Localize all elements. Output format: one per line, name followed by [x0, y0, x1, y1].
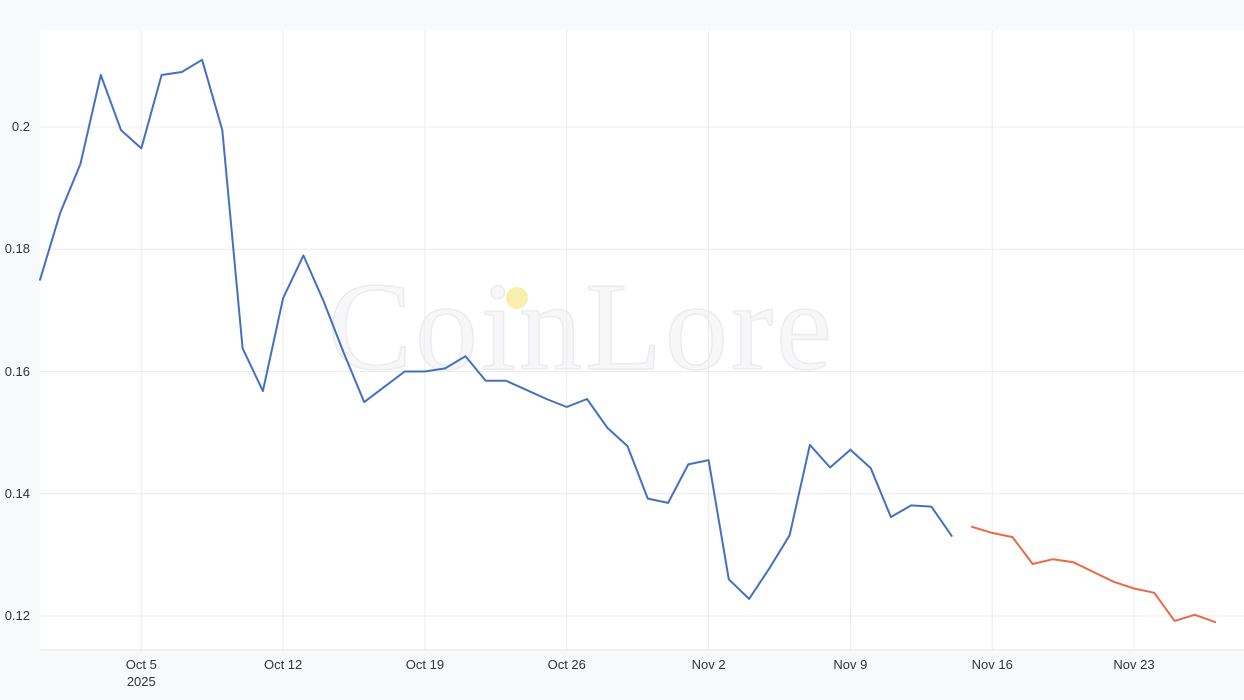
x-tick-label: Nov 23	[1089, 656, 1179, 673]
y-tick-label: 0.14	[4, 485, 30, 501]
y-tick-label: 0.12	[4, 608, 30, 623]
x-tick-date: Oct 5	[125, 657, 157, 672]
x-tick-label: Nov 9	[805, 656, 895, 673]
price-forecast-line	[971, 525, 1217, 624]
x-tick-date: Nov 9	[833, 657, 868, 672]
y-tick-label: 0.18	[4, 241, 30, 257]
x-tick-date: Nov 2	[691, 657, 726, 672]
x-tick-date: Nov 23	[1113, 657, 1155, 672]
x-tick-label: Oct 26	[522, 656, 612, 673]
x-tick-date: Oct 12	[263, 657, 303, 672]
x-tick-label: Oct 12	[238, 656, 328, 673]
x-tick-label: Nov 2	[664, 656, 754, 673]
watermark-dot-icon	[506, 287, 528, 309]
price-history-line	[39, 58, 953, 600]
x-tick-date: Oct 19	[405, 657, 445, 672]
x-tick-date: Oct 26	[547, 657, 586, 672]
x-tick-date: Nov 16	[971, 657, 1013, 672]
x-tick-label: Oct 19	[380, 656, 470, 673]
plot-background	[40, 30, 1244, 650]
y-tick-label: 0.2	[11, 119, 30, 134]
x-tick-year: 2025	[126, 674, 156, 689]
x-tick-label: Nov 16	[947, 656, 1037, 673]
x-tick-label: Oct 5 2025	[96, 656, 186, 690]
y-tick-label: 0.16	[4, 363, 30, 379]
